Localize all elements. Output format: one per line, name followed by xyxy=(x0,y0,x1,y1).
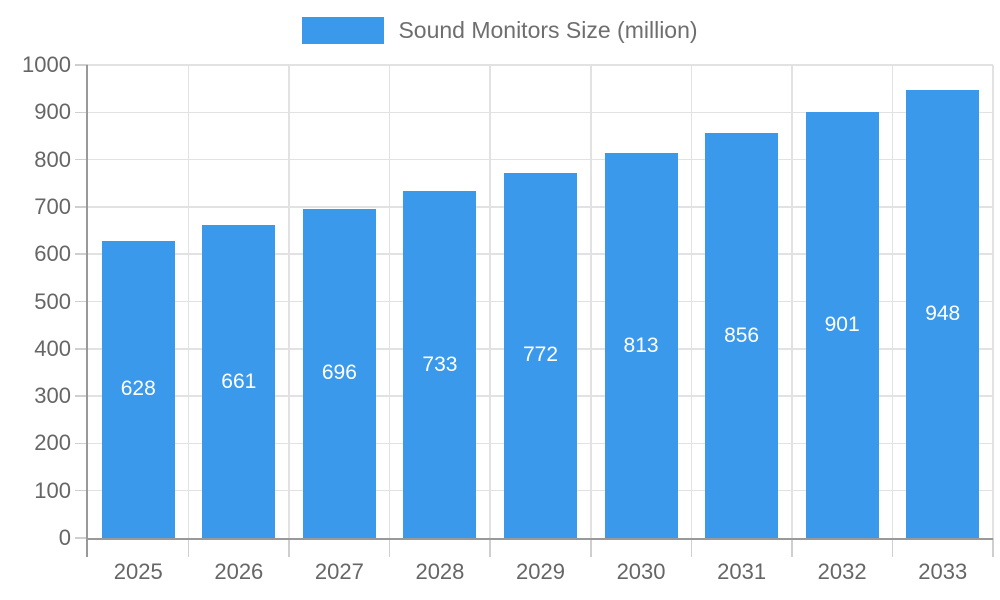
x-axis-tick xyxy=(992,538,994,557)
x-gridline xyxy=(288,65,290,538)
bar-value-label: 948 xyxy=(925,301,961,325)
y-axis-tick xyxy=(75,395,88,397)
bar[interactable]: 696 xyxy=(302,208,376,538)
bar[interactable]: 733 xyxy=(403,191,477,538)
y-axis-tick xyxy=(75,442,88,445)
x-gridline xyxy=(590,65,592,538)
x-axis-label: 2026 xyxy=(214,559,264,584)
y-axis-label: 1000 xyxy=(22,52,71,77)
y-axis-tick xyxy=(75,537,88,539)
y-axis-label: 600 xyxy=(34,241,71,267)
y-axis-label: 200 xyxy=(34,430,71,456)
y-axis-label: 300 xyxy=(34,383,71,409)
bar[interactable]: 661 xyxy=(202,225,276,538)
x-axis-label: 2029 xyxy=(516,559,565,584)
x-gridline xyxy=(791,65,793,538)
y-axis-tick xyxy=(75,300,88,303)
bar-value-label: 856 xyxy=(724,323,760,347)
x-axis-label: 2031 xyxy=(717,559,767,584)
x-gridline xyxy=(187,65,190,538)
x-gridline xyxy=(891,65,894,538)
y-gridline xyxy=(88,111,993,114)
y-axis-tick xyxy=(75,348,88,350)
bar-value-label: 733 xyxy=(422,352,458,376)
y-axis-line xyxy=(86,65,88,557)
x-axis-tick xyxy=(288,538,290,557)
x-axis-tick xyxy=(489,538,491,557)
x-axis-label: 2033 xyxy=(918,559,968,584)
y-axis-tick xyxy=(75,253,88,255)
bar[interactable]: 813 xyxy=(604,153,678,538)
y-axis-label: 800 xyxy=(34,146,71,172)
y-axis-label: 900 xyxy=(34,99,71,125)
x-gridline xyxy=(690,65,693,538)
bar-value-label: 661 xyxy=(221,369,257,393)
y-axis-tick xyxy=(75,206,88,208)
x-axis-label: 2025 xyxy=(113,559,163,584)
bar-value-label: 628 xyxy=(120,377,156,401)
x-gridline xyxy=(992,65,994,538)
bar[interactable]: 628 xyxy=(101,240,175,538)
bar-value-label: 772 xyxy=(522,343,559,367)
legend-swatch-icon xyxy=(302,16,385,44)
bar-value-label: 696 xyxy=(321,361,357,385)
y-gridline xyxy=(88,64,993,66)
x-axis-tick xyxy=(791,538,793,557)
x-axis-label: 2032 xyxy=(817,559,867,584)
bar-value-label: 813 xyxy=(623,333,659,357)
x-axis-label: 2028 xyxy=(415,559,465,584)
y-axis-tick xyxy=(75,111,88,114)
bar[interactable]: 772 xyxy=(504,172,577,538)
bar[interactable]: 856 xyxy=(705,133,779,538)
x-gridline xyxy=(489,65,491,538)
x-axis-label: 2027 xyxy=(314,559,364,584)
x-axis-tick xyxy=(690,538,693,557)
y-axis-tick xyxy=(75,489,88,492)
bar[interactable]: 901 xyxy=(805,111,879,538)
bar[interactable]: 948 xyxy=(906,89,980,538)
y-axis-label: 700 xyxy=(34,193,71,219)
x-axis-label: 2030 xyxy=(616,559,666,584)
y-axis-label: 100 xyxy=(34,477,71,503)
legend-label: Sound Monitors Size (million) xyxy=(398,16,698,43)
y-axis-label: 500 xyxy=(34,288,71,314)
x-axis-line xyxy=(86,538,993,540)
y-axis-label: 400 xyxy=(34,335,71,361)
x-axis-tick xyxy=(891,538,894,557)
legend-item[interactable]: Sound Monitors Size (million) xyxy=(0,15,1000,45)
bar-value-label: 901 xyxy=(824,312,860,336)
x-axis-tick xyxy=(187,538,190,557)
y-axis-label: 0 xyxy=(58,525,71,550)
y-axis-tick xyxy=(75,158,88,161)
x-gridline xyxy=(388,65,391,538)
x-axis-tick xyxy=(590,538,592,557)
x-axis-tick xyxy=(388,538,391,557)
y-axis-tick xyxy=(75,64,88,66)
y-gridline xyxy=(88,158,993,161)
